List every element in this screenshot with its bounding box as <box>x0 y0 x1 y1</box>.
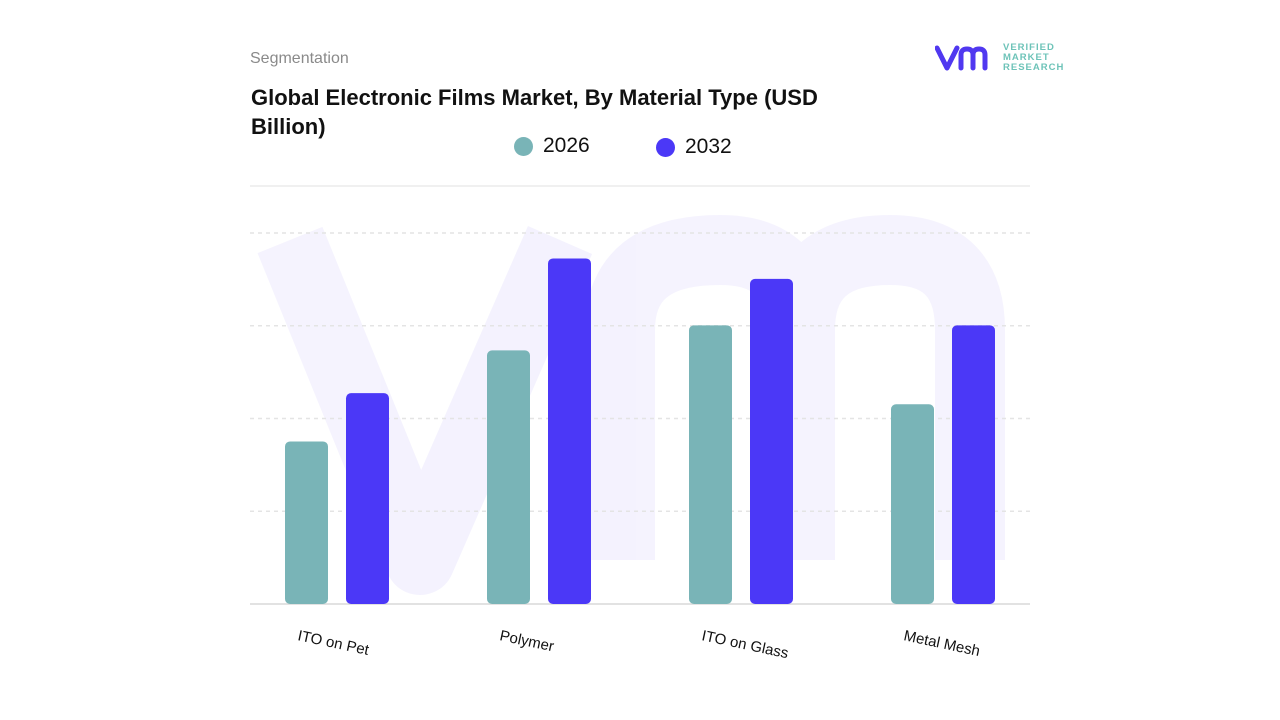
watermark <box>257 214 1005 595</box>
legend-item-2032: 2032 <box>656 135 732 159</box>
bar-2026-0 <box>285 441 328 604</box>
bar-2026-2 <box>689 325 732 604</box>
logo-line: RESEARCH <box>1003 62 1065 73</box>
legend-swatch <box>656 137 675 157</box>
bar-2032-3 <box>952 325 995 604</box>
bar-2026-3 <box>891 404 934 604</box>
legend-swatch <box>514 136 533 156</box>
chart-title: Global Electronic Films Market, By Mater… <box>251 85 818 139</box>
legend-label: 2026 <box>543 134 590 157</box>
x-tick-label: Polymer <box>498 627 555 655</box>
x-tick-label: Metal Mesh <box>902 627 981 660</box>
vmr-logo: VERIFIED MARKET RESEARCH <box>935 43 1064 73</box>
bar-2032-0 <box>346 393 389 604</box>
vmr-logo-mark <box>935 45 988 71</box>
logo-line: VERIFIED <box>1003 42 1055 53</box>
legend-label: 2032 <box>685 135 732 158</box>
bar-2032-1 <box>548 258 591 604</box>
bar-2032-2 <box>750 278 793 604</box>
legend: 2026 2032 <box>0 134 1280 164</box>
logo-line: MARKET <box>1003 52 1050 63</box>
legend-item-2026: 2026 <box>514 134 590 158</box>
x-tick-label: ITO on Pet <box>296 627 371 659</box>
section-label: Segmentation <box>250 50 349 67</box>
x-tick-label: ITO on Glass <box>700 627 790 662</box>
bar-2026-1 <box>487 350 530 604</box>
